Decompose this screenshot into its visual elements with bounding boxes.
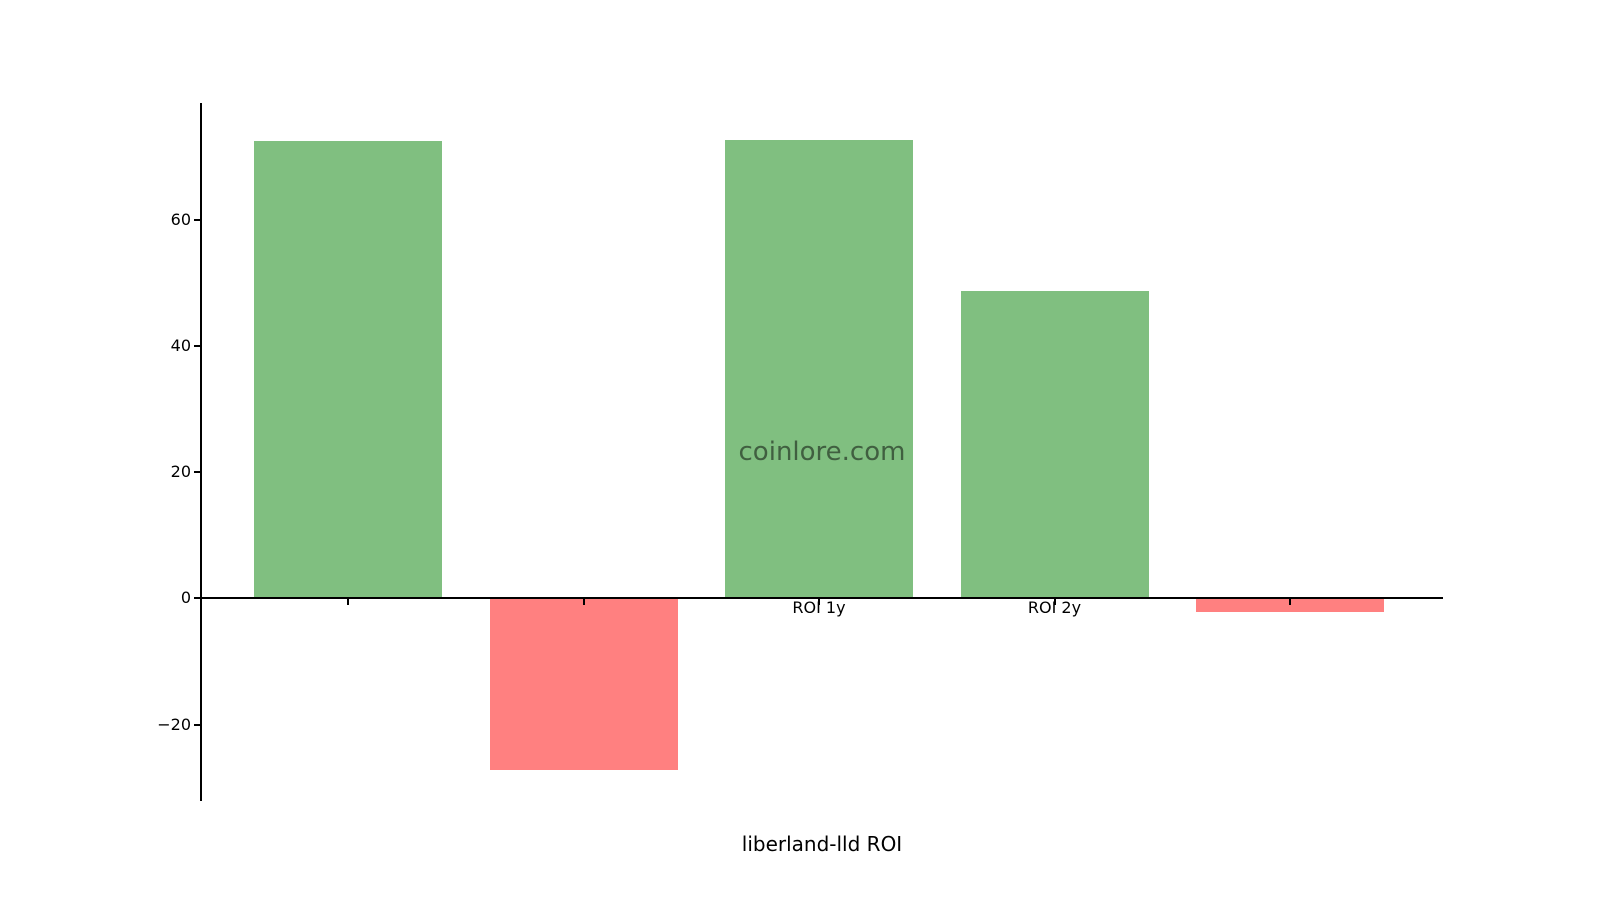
bar-1 (254, 140, 442, 599)
bar-3 (725, 139, 913, 599)
x-tick-label: ROI 2y (1027, 598, 1082, 617)
x-tick-label: ROI 1y (792, 598, 846, 617)
x-tick-mark (818, 598, 820, 606)
y-tick-label: 0 (180, 588, 191, 608)
y-tick-mark (194, 218, 201, 221)
y-axis-line (200, 103, 202, 801)
chart-title: liberland-lld ROI (741, 832, 903, 856)
x-axis-zero-line (201, 597, 1443, 600)
watermark-text: coinlore.com (738, 437, 906, 467)
y-tick-label: −20 (157, 714, 191, 734)
x-tick-mark (1289, 598, 1291, 606)
x-tick-mark (347, 598, 349, 606)
y-tick-label: 20 (170, 462, 191, 482)
bar-2 (489, 598, 678, 771)
y-tick-label: 40 (170, 335, 191, 355)
y-tick-label: 60 (170, 209, 191, 229)
bar-4 (960, 291, 1149, 599)
y-tick-mark (194, 597, 201, 600)
y-tick-mark (194, 723, 201, 726)
y-tick-mark (194, 471, 201, 474)
x-tick-mark (1053, 598, 1056, 606)
x-tick-mark (582, 598, 585, 606)
y-tick-mark (194, 344, 201, 347)
